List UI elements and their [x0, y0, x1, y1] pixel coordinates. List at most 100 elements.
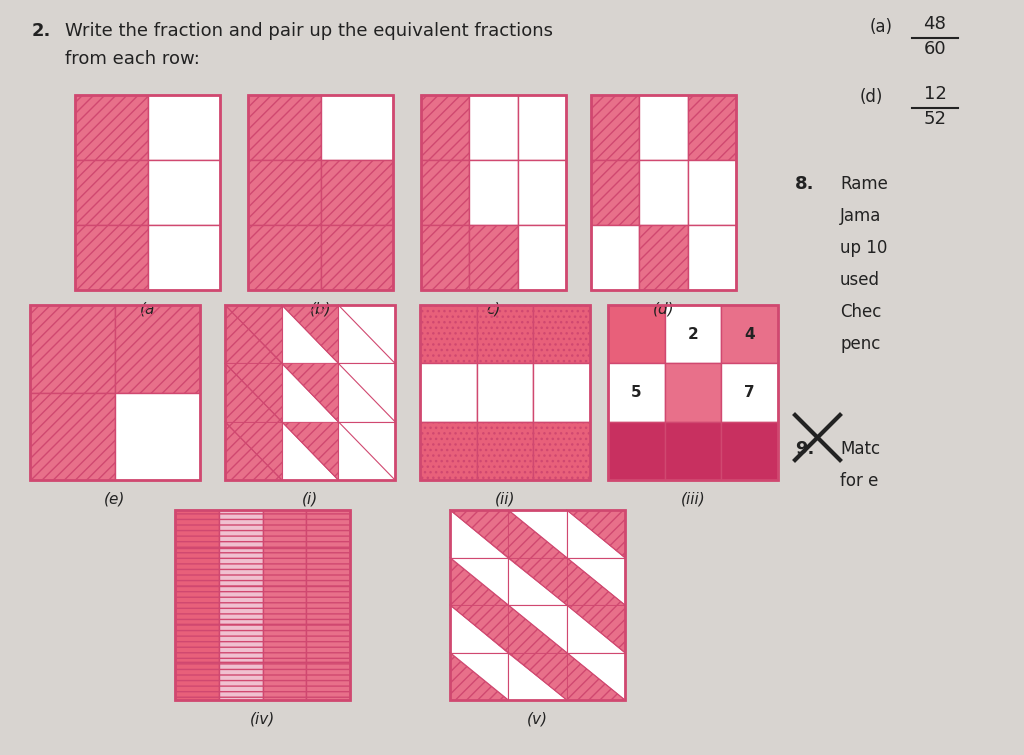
Bar: [248, 225, 321, 290]
Bar: [450, 652, 508, 700]
Text: 9.: 9.: [795, 440, 814, 458]
Polygon shape: [225, 421, 282, 480]
Bar: [175, 548, 219, 586]
Bar: [262, 586, 306, 624]
Polygon shape: [282, 305, 338, 363]
Bar: [75, 95, 147, 160]
Polygon shape: [225, 363, 282, 421]
Bar: [688, 160, 736, 225]
Bar: [75, 160, 147, 225]
Bar: [75, 160, 147, 225]
Bar: [219, 662, 262, 700]
Bar: [75, 225, 147, 290]
Bar: [306, 586, 350, 624]
Polygon shape: [508, 605, 566, 652]
Bar: [639, 225, 688, 290]
Text: (iii): (iii): [681, 492, 706, 507]
Bar: [282, 363, 338, 421]
Text: (iv): (iv): [250, 712, 275, 727]
Bar: [476, 421, 534, 480]
Bar: [639, 160, 688, 225]
Bar: [421, 225, 469, 290]
Bar: [225, 363, 282, 421]
Bar: [321, 95, 393, 160]
Polygon shape: [225, 305, 282, 363]
Text: penc: penc: [840, 335, 881, 353]
Bar: [175, 662, 219, 700]
Bar: [175, 548, 219, 586]
Bar: [282, 421, 338, 480]
Bar: [306, 548, 350, 586]
Text: 8.: 8.: [795, 175, 814, 193]
Bar: [566, 510, 625, 557]
Bar: [420, 305, 590, 480]
Bar: [219, 662, 262, 700]
Text: for e: for e: [840, 472, 879, 490]
Bar: [420, 363, 476, 421]
Polygon shape: [225, 421, 282, 480]
Polygon shape: [282, 421, 338, 480]
Bar: [175, 662, 219, 700]
Bar: [147, 160, 220, 225]
Bar: [721, 363, 778, 421]
Bar: [321, 160, 393, 225]
Text: 52: 52: [924, 110, 946, 128]
Bar: [219, 548, 262, 586]
Text: 4: 4: [744, 327, 755, 342]
Bar: [262, 662, 306, 700]
Bar: [338, 363, 395, 421]
Text: (b): (b): [309, 302, 332, 317]
Bar: [225, 305, 395, 480]
Bar: [115, 393, 200, 480]
Bar: [175, 510, 219, 548]
Bar: [175, 586, 219, 624]
Bar: [30, 305, 200, 480]
Bar: [225, 421, 282, 480]
Bar: [175, 510, 350, 700]
Bar: [262, 624, 306, 662]
Text: Jama: Jama: [840, 207, 882, 225]
Bar: [469, 225, 518, 290]
Bar: [591, 95, 639, 160]
Bar: [219, 586, 262, 624]
Bar: [566, 557, 625, 605]
Bar: [306, 662, 350, 700]
Text: Write the fraction and pair up the equivalent fractions: Write the fraction and pair up the equiv…: [65, 22, 553, 40]
Bar: [421, 225, 469, 290]
Bar: [338, 421, 395, 480]
Bar: [219, 548, 262, 586]
Bar: [219, 624, 262, 662]
Polygon shape: [508, 652, 566, 700]
Text: 60: 60: [924, 40, 946, 58]
Bar: [262, 662, 306, 700]
Bar: [566, 652, 625, 700]
Polygon shape: [225, 363, 282, 421]
Bar: [219, 624, 262, 662]
Bar: [608, 421, 665, 480]
Polygon shape: [566, 510, 625, 557]
Polygon shape: [450, 510, 508, 557]
Bar: [248, 95, 321, 160]
Bar: [30, 393, 115, 480]
Bar: [75, 95, 220, 290]
Polygon shape: [450, 605, 508, 652]
Bar: [420, 421, 476, 480]
Bar: [591, 225, 639, 290]
Bar: [665, 363, 721, 421]
Text: (d): (d): [652, 302, 675, 317]
Bar: [518, 95, 566, 160]
Bar: [262, 586, 306, 624]
Bar: [508, 652, 566, 700]
Bar: [175, 624, 219, 662]
Bar: [508, 557, 566, 605]
Bar: [75, 225, 147, 290]
Bar: [262, 624, 306, 662]
Bar: [566, 605, 625, 652]
Polygon shape: [566, 605, 625, 652]
Text: 2.: 2.: [32, 22, 51, 40]
Bar: [476, 421, 534, 480]
Bar: [534, 305, 590, 363]
Text: 7: 7: [744, 385, 755, 400]
Bar: [282, 305, 338, 363]
Bar: [262, 548, 306, 586]
